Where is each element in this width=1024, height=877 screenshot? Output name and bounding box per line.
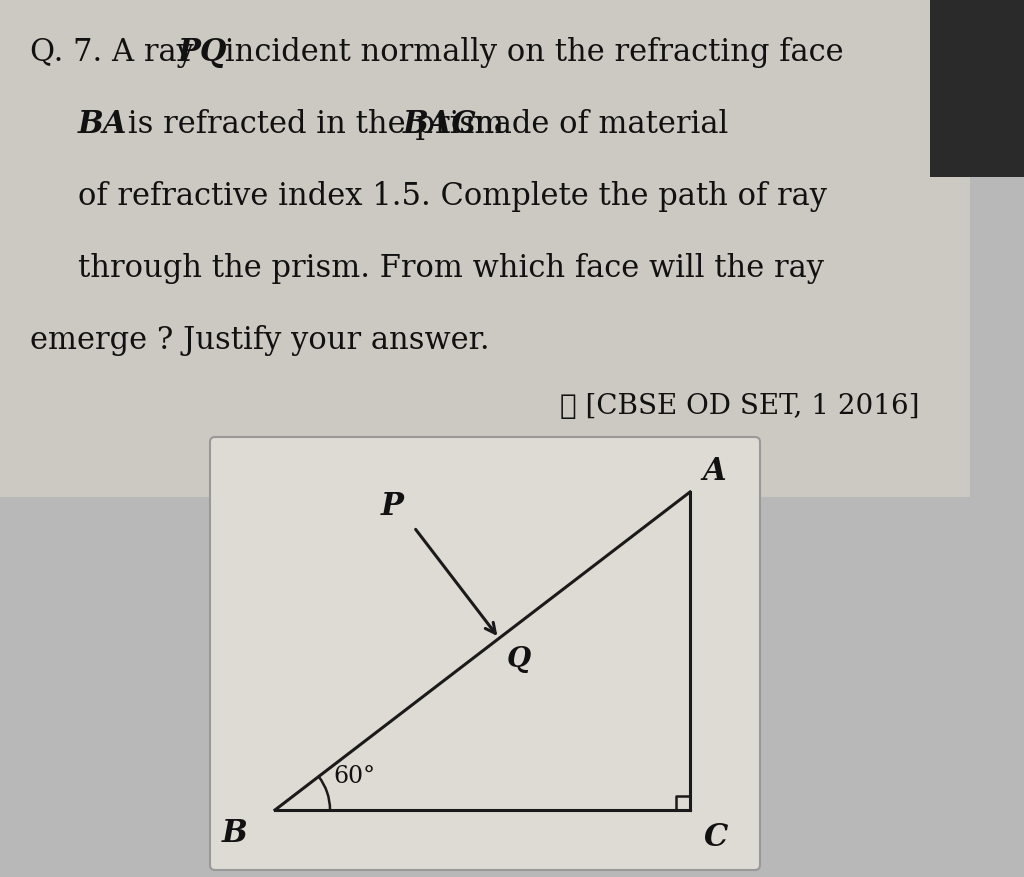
Text: is refracted in the prism: is refracted in the prism (118, 109, 514, 140)
Text: Q: Q (507, 646, 531, 674)
Bar (930, 0, 1024, 177)
FancyBboxPatch shape (210, 437, 760, 870)
Text: C: C (705, 822, 728, 853)
Text: B: B (221, 818, 247, 849)
Text: emerge ? Justify your answer.: emerge ? Justify your answer. (30, 325, 489, 356)
Text: P: P (381, 491, 403, 522)
Text: through the prism. From which face will the ray: through the prism. From which face will … (78, 253, 824, 284)
Text: PQ: PQ (178, 37, 227, 68)
Text: made of material: made of material (455, 109, 728, 140)
Text: of refractive index 1.5. Complete the path of ray: of refractive index 1.5. Complete the pa… (78, 181, 827, 212)
Text: Q. 7. A ray: Q. 7. A ray (30, 37, 204, 68)
Text: 60°: 60° (333, 765, 375, 788)
Text: BA: BA (78, 109, 127, 140)
Text: incident normally on the refracting face: incident normally on the refracting face (215, 37, 844, 68)
Text: A: A (702, 456, 726, 487)
Bar (0, 0, 970, 497)
Text: ⓤ [CBSE OD SET, 1 2016]: ⓤ [CBSE OD SET, 1 2016] (560, 393, 920, 420)
Text: BAC: BAC (403, 109, 476, 140)
